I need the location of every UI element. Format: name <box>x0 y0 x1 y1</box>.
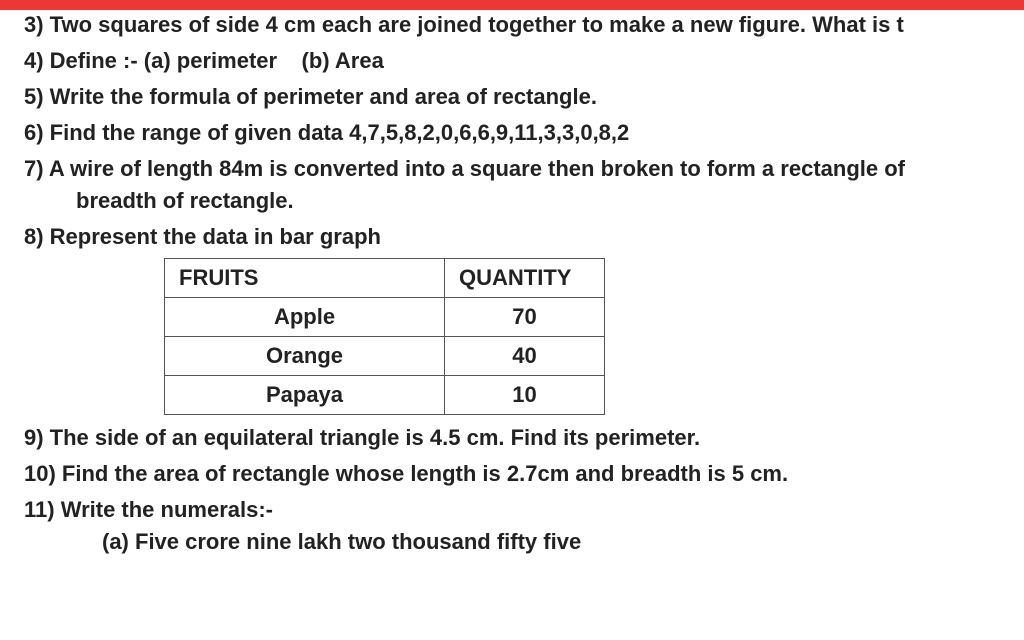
q11-text: 11) Write the numerals:- <box>24 497 273 522</box>
question-4: 4) Define :- (a) perimeter (b) Area <box>24 48 1000 74</box>
q3-text: 3) Two squares of side 4 cm each are joi… <box>24 12 904 37</box>
q11a-text: (a) Five crore nine lakh two thousand fi… <box>102 529 581 554</box>
question-11a: (a) Five crore nine lakh two thousand fi… <box>102 529 1000 555</box>
q7-text-2: breadth of rectangle. <box>76 188 294 213</box>
q8-text: 8) Represent the data in bar graph <box>24 224 381 249</box>
table-row: Orange 40 <box>165 337 605 376</box>
table-cell-qty: 10 <box>445 376 605 415</box>
table-cell-fruit: Orange <box>165 337 445 376</box>
table-header-fruits: FRUITS <box>165 259 445 298</box>
question-10: 10) Find the area of rectangle whose len… <box>24 461 1000 487</box>
q4-gap <box>277 48 301 73</box>
table-cell-fruit: Papaya <box>165 376 445 415</box>
q7-text-1: 7) A wire of length 84m is converted int… <box>24 156 905 181</box>
question-7-line1: 7) A wire of length 84m is converted int… <box>24 156 1000 182</box>
table-cell-qty: 40 <box>445 337 605 376</box>
q4-prefix: 4) Define :- <box>24 48 144 73</box>
document-body: 3) Two squares of side 4 cm each are joi… <box>0 10 1024 555</box>
top-accent-bar <box>0 0 1024 10</box>
q4-part-b: (b) Area <box>302 48 384 73</box>
table-header-row: FRUITS QUANTITY <box>165 259 605 298</box>
q4-part-a: (a) perimeter <box>144 48 277 73</box>
q6-text: 6) Find the range of given data 4,7,5,8,… <box>24 120 629 145</box>
q10-text: 10) Find the area of rectangle whose len… <box>24 461 788 486</box>
question-11: 11) Write the numerals:- <box>24 497 1000 523</box>
q5-text: 5) Write the formula of perimeter and ar… <box>24 84 597 109</box>
question-7-line2: breadth of rectangle. <box>76 188 1000 214</box>
q9-text: 9) The side of an equilateral triangle i… <box>24 425 700 450</box>
table-row: Apple 70 <box>165 298 605 337</box>
question-8: 8) Represent the data in bar graph <box>24 224 1000 250</box>
table-cell-fruit: Apple <box>165 298 445 337</box>
table-row: Papaya 10 <box>165 376 605 415</box>
question-5: 5) Write the formula of perimeter and ar… <box>24 84 1000 110</box>
fruit-quantity-table: FRUITS QUANTITY Apple 70 Orange 40 Papay… <box>164 258 605 415</box>
table-cell-qty: 70 <box>445 298 605 337</box>
question-9: 9) The side of an equilateral triangle i… <box>24 425 1000 451</box>
question-6: 6) Find the range of given data 4,7,5,8,… <box>24 120 1000 146</box>
table-header-quantity: QUANTITY <box>445 259 605 298</box>
question-3-cutoff: 3) Two squares of side 4 cm each are joi… <box>24 12 1000 38</box>
